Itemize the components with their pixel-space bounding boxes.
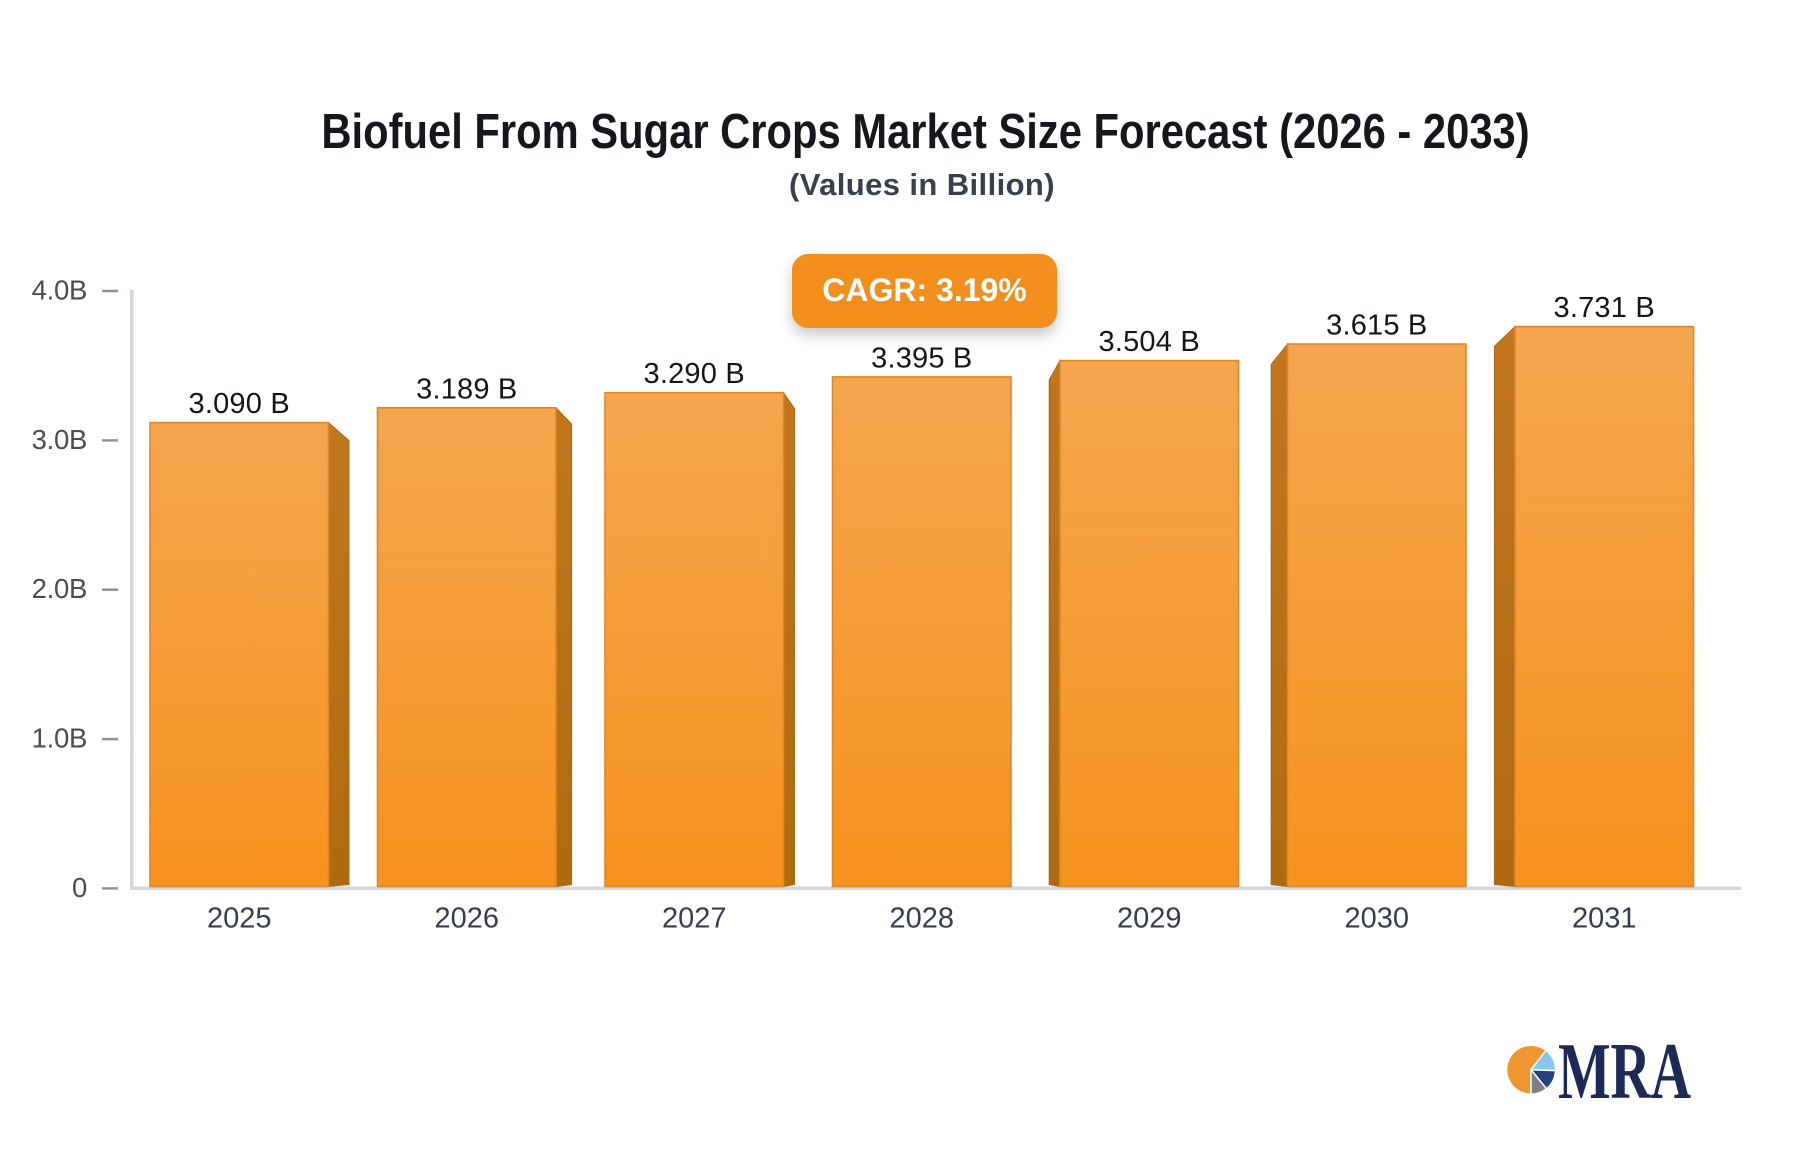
svg-text:1.0B: 1.0B: [32, 723, 87, 754]
svg-text:2030: 2030: [1345, 903, 1410, 935]
svg-text:4.0B: 4.0B: [32, 275, 87, 306]
svg-text:0: 0: [72, 872, 87, 903]
svg-text:CAGR: 3.19%: CAGR: 3.19%: [822, 272, 1027, 308]
svg-text:3.090 B: 3.090 B: [189, 388, 290, 420]
svg-text:3.615 B: 3.615 B: [1326, 310, 1427, 342]
svg-text:MRA: MRA: [1558, 1028, 1691, 1116]
svg-text:(Values in Billion): (Values in Billion): [789, 167, 1055, 202]
svg-text:2031: 2031: [1572, 903, 1637, 935]
svg-text:3.0B: 3.0B: [32, 424, 87, 455]
svg-text:2029: 2029: [1117, 903, 1182, 935]
svg-text:2025: 2025: [207, 903, 272, 935]
svg-text:Biofuel From Sugar Crops Marke: Biofuel From Sugar Crops Market Size For…: [321, 104, 1529, 159]
svg-text:2026: 2026: [435, 903, 500, 935]
svg-text:2027: 2027: [662, 903, 727, 935]
svg-text:3.731 B: 3.731 B: [1554, 292, 1655, 324]
svg-text:2028: 2028: [890, 903, 955, 935]
svg-text:3.189 B: 3.189 B: [416, 373, 517, 405]
svg-text:2.0B: 2.0B: [32, 573, 87, 604]
svg-text:3.395 B: 3.395 B: [871, 342, 972, 374]
svg-text:3.504 B: 3.504 B: [1099, 326, 1200, 358]
svg-text:3.290 B: 3.290 B: [644, 358, 745, 390]
